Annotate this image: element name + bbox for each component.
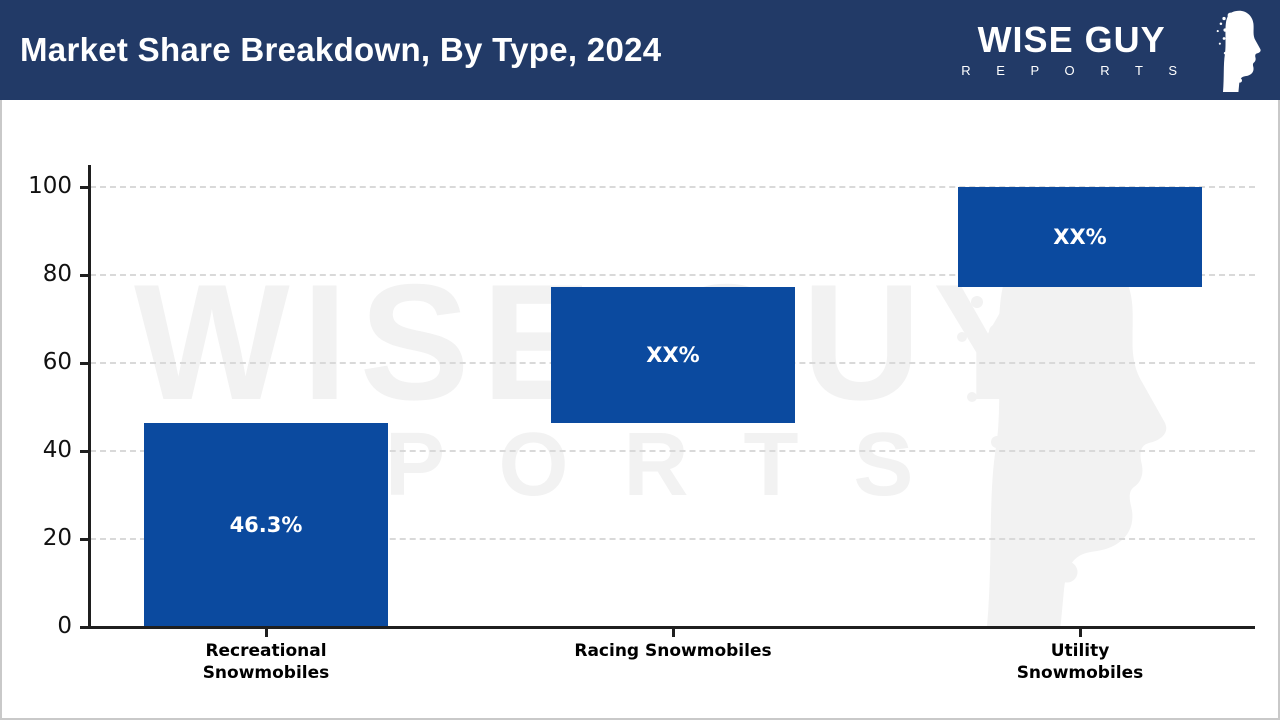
gridline [90,538,1255,540]
logo-tagline-text: R E P O R T S [961,63,1188,78]
category-label-line: Snowmobiles [202,663,330,683]
bar-value-label: XX% [1053,224,1107,249]
y-tick-label: 0 [57,613,72,639]
y-tick-label: 60 [42,349,72,375]
category-label-line: Racing Snowmobiles [574,641,772,661]
bar-segment: 46.3% [144,423,388,627]
plot-area: 0 20 40 60 80 100 46.3% Recreational Snowmobiles… [2,100,1278,718]
category-label-line: Recreational [205,641,327,661]
x-tick-mark [672,629,675,637]
bar-value-label: XX% [646,343,700,368]
y-tick-mark [80,450,88,453]
category-label-line: Snowmobiles [1016,663,1144,683]
bar-segment: XX% [958,187,1202,287]
logo-text: WISE GUY R E P O R T S [955,19,1188,79]
x-tick-mark [1079,629,1082,637]
chart-title: Market Share Breakdown, By Type, 2024 [20,31,662,68]
wise-guy-reports-logo: WISE GUY R E P O R T S [955,8,1266,92]
category-label-line: Utility [1050,641,1110,661]
y-tick-label: 100 [28,173,72,199]
x-axis-line [88,626,1255,629]
y-tick-label: 20 [42,525,72,551]
gridline [90,450,1255,452]
bar-value-label: 46.3% [229,513,303,538]
face-profile-icon [1180,8,1266,92]
gridline [90,274,1255,276]
y-tick-mark [80,362,88,365]
header-bar: Market Share Breakdown, By Type, 2024 WI… [0,0,1280,100]
logo-brand-text: WISE GUY [977,19,1166,60]
y-tick-label: 80 [42,261,72,287]
category-label: Racing Snowmobiles [513,640,833,662]
gridline [90,186,1255,188]
y-tick-label: 40 [42,437,72,463]
y-axis-line [88,165,91,629]
x-tick-mark [265,629,268,637]
y-tick-mark [80,274,88,277]
y-tick-mark [80,538,88,541]
bar-segment: XX% [551,286,795,424]
y-tick-mark [80,626,88,629]
category-label: Recreational Snowmobiles [106,640,426,684]
y-tick-mark [80,186,88,189]
chart-canvas: WISE GUY R E P O R T S 0 20 40 60 80 100 46.3%… [0,100,1280,720]
category-label: Utility Snowmobiles [920,640,1240,684]
